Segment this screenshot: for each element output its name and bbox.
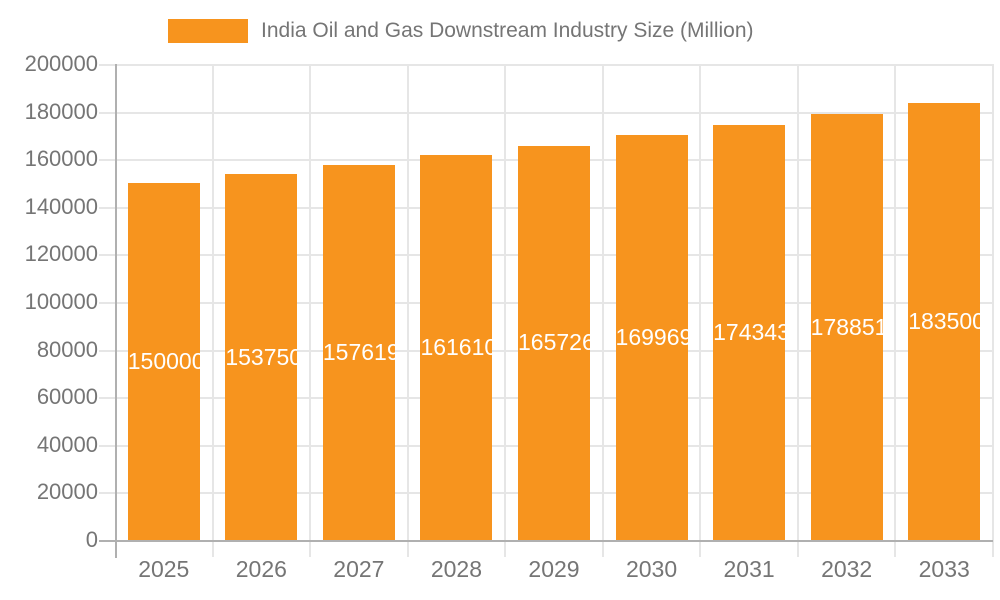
bar-2030[interactable]: 169969 (615, 135, 688, 540)
y-gridline (99, 64, 993, 66)
bar-value-label: 174343 (713, 319, 786, 346)
y-axis-tick-label: 120000 (24, 241, 98, 267)
x-axis-tick-label: 2026 (235, 556, 287, 582)
bar-value-label: 150000 (127, 348, 200, 374)
bar-value-label: 165726 (518, 329, 590, 356)
x-gridline (504, 64, 507, 557)
x-gridline (894, 64, 897, 557)
y-axis-tick-label: 0 (85, 527, 98, 552)
x-axis-line (99, 540, 993, 542)
y-axis-tick-label: 200000 (24, 51, 98, 76)
legend-item[interactable]: India Oil and Gas Downstream Industry Si… (168, 17, 754, 45)
x-gridline (406, 64, 409, 557)
x-gridline (699, 64, 702, 557)
x-axis-tick-label: 2032 (821, 556, 873, 582)
x-gridline (309, 64, 312, 557)
y-gridline (99, 111, 993, 114)
x-axis-tick-label: 2025 (138, 556, 190, 582)
bar-value-label: 169969 (615, 324, 688, 351)
bar-2033[interactable]: 183500 (908, 103, 981, 540)
x-axis-tick-label: 2029 (528, 556, 580, 582)
y-axis-tick-label: 100000 (24, 289, 98, 314)
bar-2031[interactable]: 174343 (713, 125, 786, 540)
bar-value-label: 178851 (810, 313, 883, 340)
legend-swatch (168, 19, 248, 43)
bar-2026[interactable]: 153750 (225, 174, 298, 540)
y-axis-tick-label: 40000 (36, 431, 98, 457)
plot-area: 0 20000 40000 60000 80000 100000 120000 140000 1… (25, 51, 994, 582)
x-gridline (796, 64, 799, 557)
x-axis-tick-label: 2027 (333, 556, 385, 582)
y-axis-tick-label: 80000 (36, 336, 98, 362)
bar-2029[interactable]: 165726 (518, 145, 590, 540)
bar-value-label: 157619 (322, 338, 395, 365)
y-axis-tick-label: 20000 (36, 479, 98, 505)
bar-value-label: 183500 (908, 308, 981, 335)
x-gridline (601, 64, 604, 557)
x-gridline (992, 64, 994, 557)
bar-value-label: 153750 (225, 343, 298, 370)
y-axis-tick-label: 180000 (24, 98, 98, 124)
x-axis-tick-label: 2028 (430, 556, 483, 582)
x-axis-tick-label: 2033 (918, 556, 970, 582)
legend-label: India Oil and Gas Downstream Industry Si… (261, 19, 754, 42)
y-axis-tick-label: 60000 (36, 384, 98, 410)
bar-value-label: 161610 (420, 334, 493, 361)
bar-2027[interactable]: 157619 (322, 164, 395, 540)
x-axis-tick-label: 2031 (723, 556, 775, 582)
bar-2025[interactable]: 150000 (127, 183, 200, 540)
x-axis-tick-label: 2030 (625, 556, 678, 582)
y-axis-line (115, 64, 117, 558)
y-axis-tick-label: 160000 (24, 146, 98, 172)
y-axis-tick-label: 140000 (24, 193, 98, 219)
bar-2032[interactable]: 178851 (810, 114, 883, 540)
x-gridline (211, 64, 214, 557)
bar-2028[interactable]: 161610 (420, 155, 493, 540)
